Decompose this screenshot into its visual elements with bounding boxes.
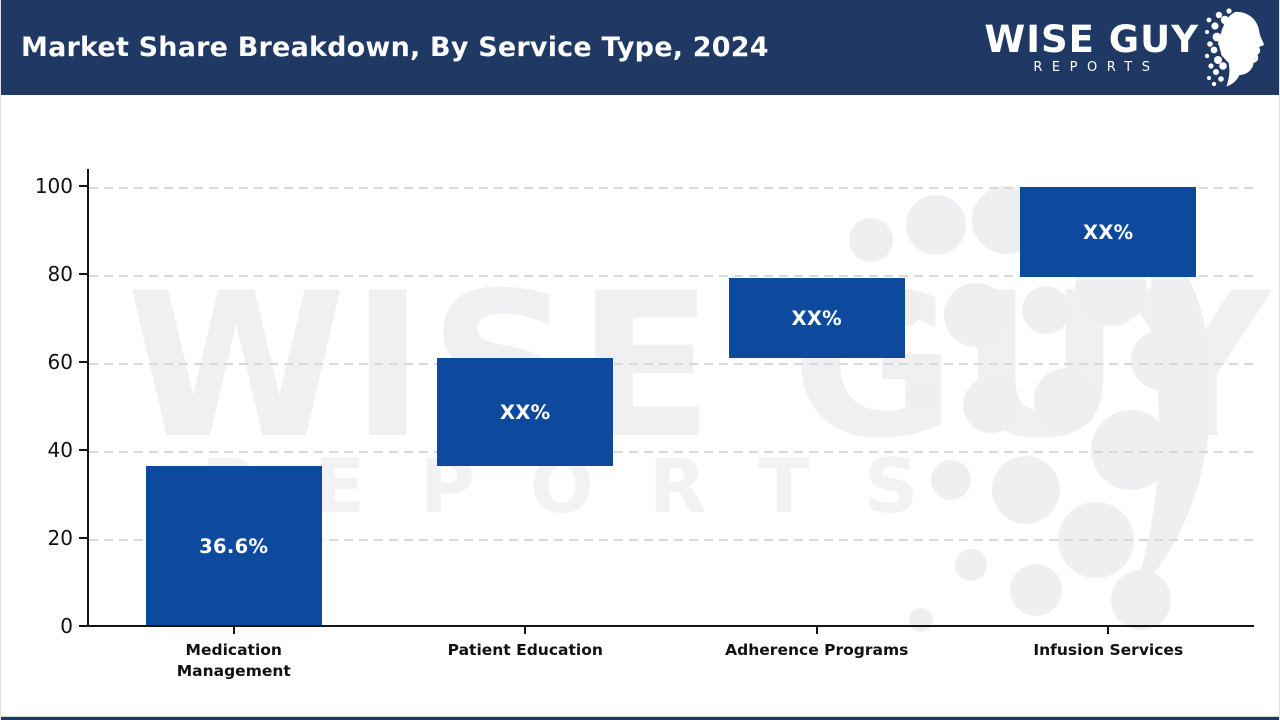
bar-patient-education: XX% — [437, 358, 614, 466]
gridline-60 — [89, 363, 1254, 365]
gridline-80 — [89, 275, 1254, 277]
bar-value-label: XX% — [499, 400, 551, 424]
x-tick-label-patient-education: Patient Education — [447, 641, 603, 659]
bar-value-label: 36.6% — [199, 534, 269, 558]
y-tick-mark-40 — [79, 449, 88, 451]
y-tick-mark-0 — [79, 625, 88, 627]
bar-infusion-services: XX% — [1020, 187, 1197, 278]
y-tick-label-40: 40 — [47, 438, 73, 462]
wise-guy-logo: WISE GUY REPORTS — [984, 6, 1267, 90]
y-tick-mark-20 — [79, 537, 88, 539]
y-tick-label-80: 80 — [47, 262, 73, 286]
y-tick-mark-100 — [79, 185, 88, 187]
x-tick-mark-medication-management — [232, 627, 235, 634]
x-tick-mark-adherence-programs — [815, 627, 818, 634]
x-axis-line — [88, 625, 1254, 627]
x-tick-mark-patient-education — [524, 627, 527, 634]
x-tick-label-infusion-services: Infusion Services — [1033, 641, 1184, 659]
y-tick-label-20: 20 — [47, 526, 73, 550]
footer-accent-bar — [1, 717, 1279, 720]
y-tick-mark-60 — [79, 361, 88, 363]
bar-value-label: XX% — [791, 306, 842, 330]
bar-medication-management: 36.6% — [145, 465, 322, 627]
y-tick-label-100: 100 — [34, 174, 73, 198]
x-tick-label-medication-management: Medication Management — [176, 641, 291, 680]
logo-wordmark: WISE GUY REPORTS — [984, 17, 1199, 76]
logo-face-icon — [1204, 8, 1264, 87]
bar-adherence-programs: XX% — [728, 278, 905, 359]
gridline-20 — [89, 539, 1254, 541]
gridline-40 — [89, 451, 1254, 453]
logo-subtitle: REPORTS — [1033, 60, 1160, 76]
page-title: Market Share Breakdown, By Service Type,… — [21, 32, 769, 63]
y-tick-label-0: 0 — [60, 614, 73, 638]
header-banner: Market Share Breakdown, By Service Type,… — [1, 0, 1279, 95]
y-axis-line — [87, 169, 89, 627]
x-tick-label-adherence-programs: Adherence Programs — [725, 641, 909, 659]
logo-title: WISE GUY — [984, 17, 1199, 61]
y-tick-mark-80 — [79, 273, 88, 275]
gridline-100 — [89, 187, 1254, 189]
plot-area: 36.6% XX% XX% XX% — [88, 169, 1254, 627]
y-tick-label-60: 60 — [47, 350, 73, 374]
footer-divider — [1, 716, 1279, 717]
x-tick-mark-infusion-services — [1107, 627, 1110, 634]
bar-value-label: XX% — [1082, 220, 1134, 244]
